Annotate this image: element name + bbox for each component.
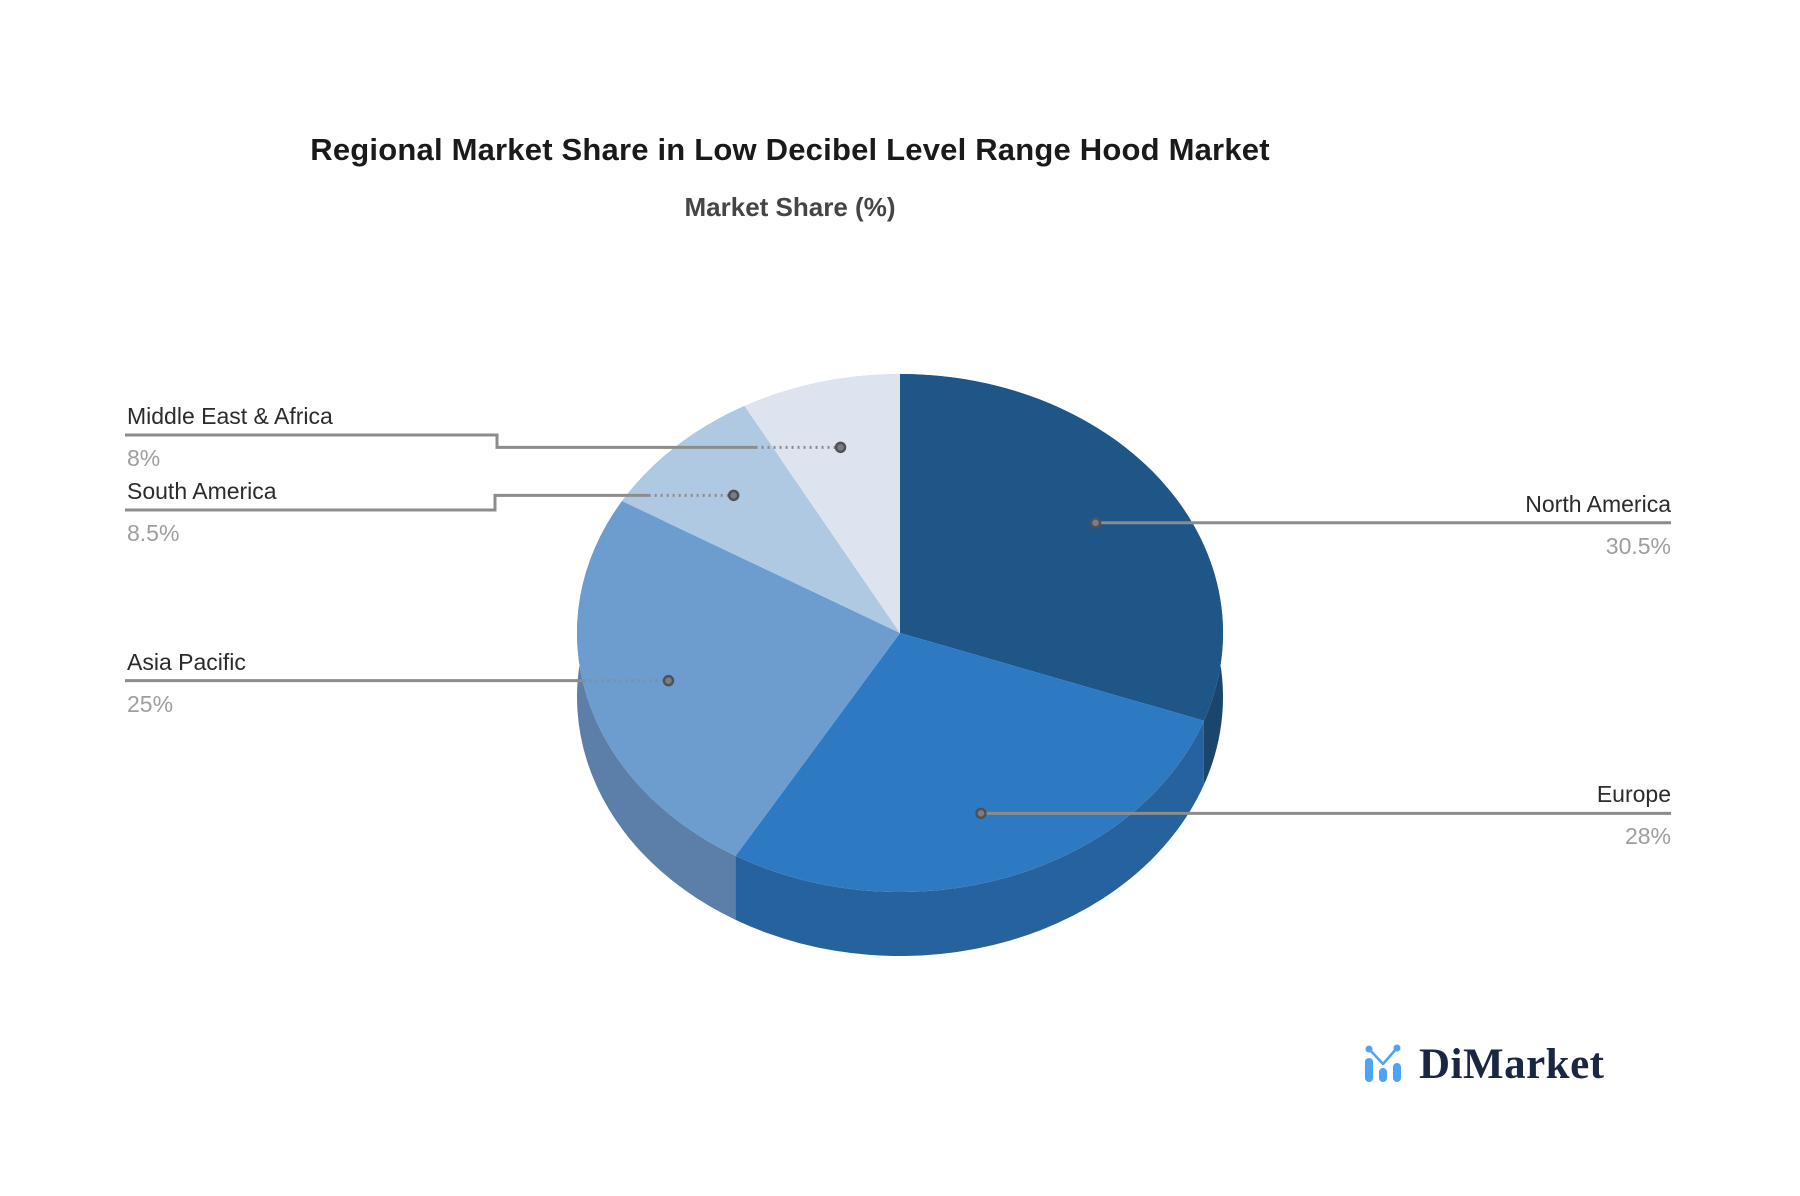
pie-label-value-middle-east-africa: 8% [127,445,161,471]
pie-slice-side-europe [735,720,1204,957]
pie-slice-asia-pacific[interactable] [577,501,900,856]
pie-label-value-north-america: 30.5% [1605,532,1671,559]
pie-label-value-asia-pacific: 25% [127,690,174,717]
leader-dot-south-america [727,489,740,502]
leader-dot-europe [975,807,987,820]
leader-dot-north-america [1089,517,1102,529]
pie-label-name-middle-east-africa: Middle East & Africa [127,403,333,429]
pie-slice-south-america[interactable] [621,406,900,633]
pie-label-name-europe: Europe [1596,781,1671,808]
dimarket-logo-icon [1365,1044,1401,1082]
chart-subtitle: Market Share (%) [684,192,896,222]
pie-slice-side-asia-pacific [576,501,736,920]
pie-slice-north-america[interactable] [900,373,1224,721]
pie-slice-europe[interactable] [735,633,1204,893]
pie-label-name-north-america: North America [1525,490,1671,517]
leader-line-middle-east-africa [125,433,756,449]
leader-dot-asia-pacific [662,674,675,687]
brand-name: DiMarket [1419,1041,1605,1088]
pie-label-value-south-america: 8.5% [127,520,180,546]
pie-label-value-europe: 28% [1624,823,1671,850]
leader-dot-middle-east-africa [834,441,847,454]
pie-slice-middle-east-africa[interactable] [744,374,900,633]
pie-label-name-south-america: South America [127,478,277,504]
chart-title: Regional Market Share in Low Decibel Lev… [310,132,1270,167]
brand-watermark: DiMarket [1363,1042,1605,1088]
pie-label-name-asia-pacific: Asia Pacific [127,648,246,675]
leader-line-south-america [125,493,649,512]
